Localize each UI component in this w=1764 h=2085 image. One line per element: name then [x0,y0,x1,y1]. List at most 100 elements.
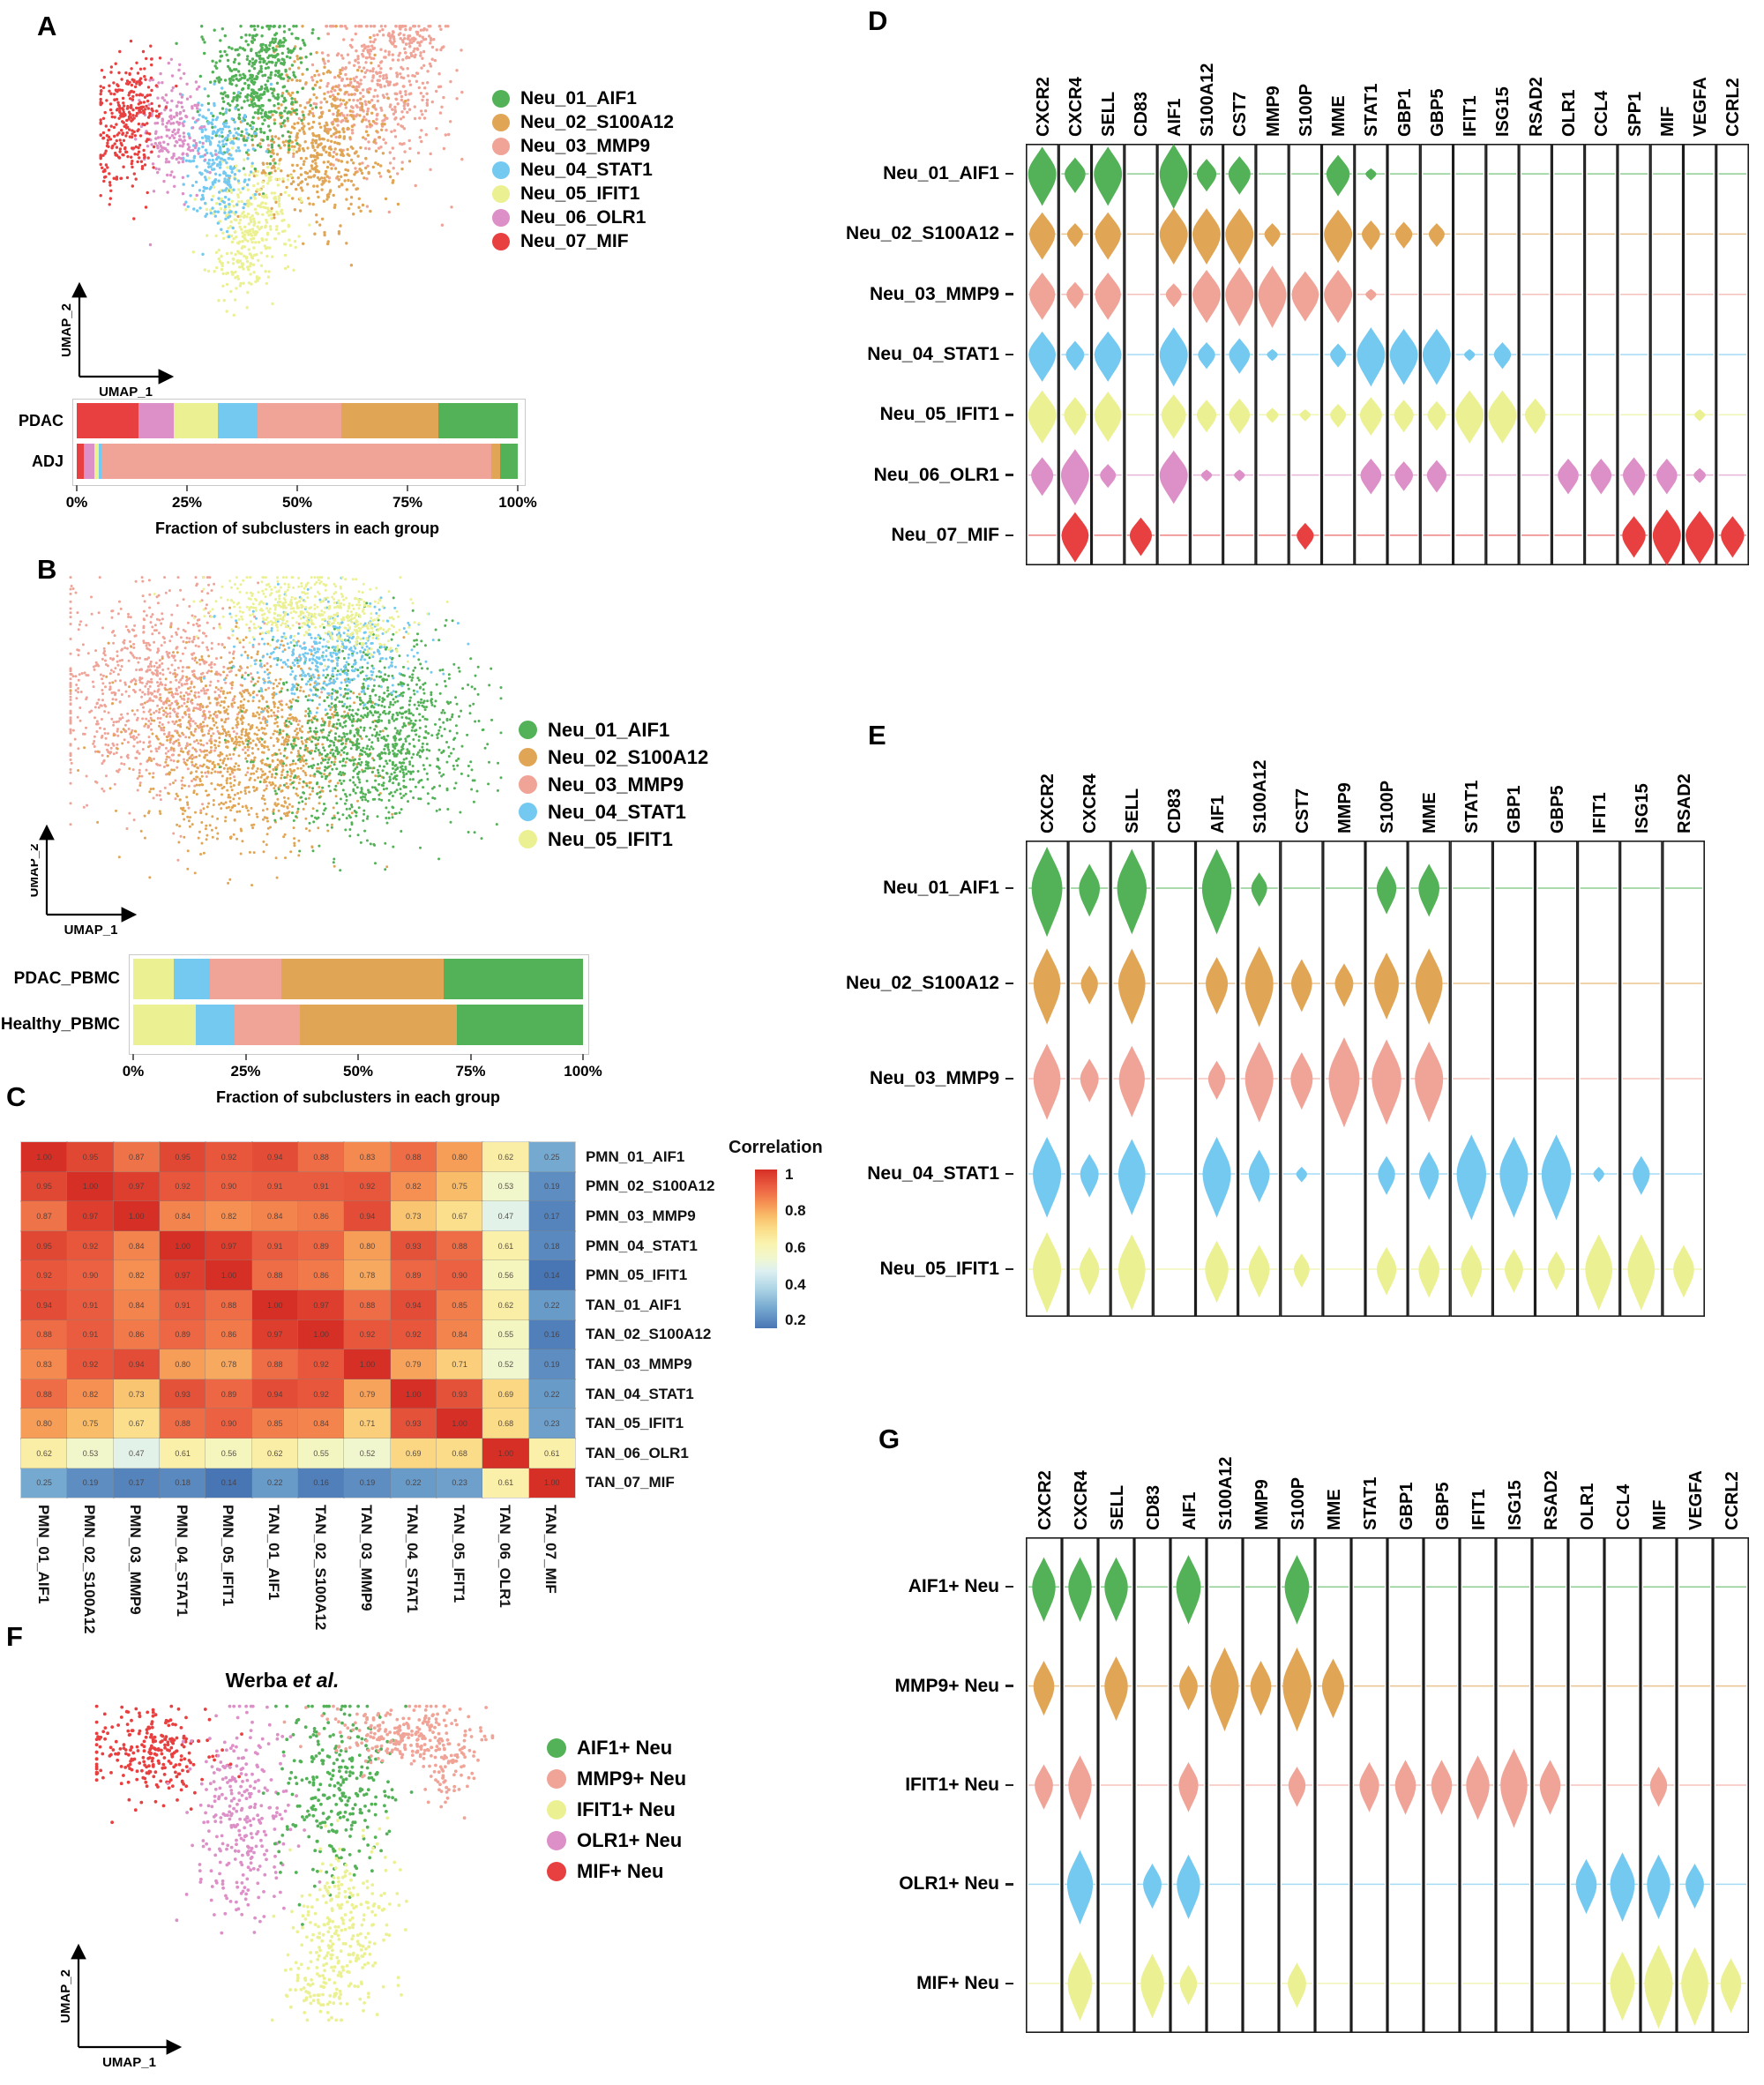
legend-item-Neu_05_IFIT1: Neu_05_IFIT1 [519,826,708,853]
violin-row-Neu_05_IFIT1 [1028,390,1746,444]
umap-ylabel: UMAP_2 [62,303,74,357]
violin-gene-label-ISG15: ISG15 [1632,783,1652,833]
heatmap-row-label: PMN_03_MMP9 [585,1207,696,1224]
legend-swatch [547,1799,566,1820]
violin-gene-label-CD83: CD83 [1165,788,1185,833]
bar-segment-Neu_03_MMP9 [234,1005,300,1045]
heatmap-cell: 0.17 [112,1467,161,1499]
violin-gene-label-MME: MME [1420,792,1440,833]
heatmap-col-label: TAN_03_MMP9 [357,1505,375,1611]
legend-label: AIF1+ Neu [577,1736,673,1759]
heatmap-cell: 0.91 [158,1289,207,1321]
bar-row-Healthy_PBMC [133,1005,583,1045]
bar-axis-tick [582,1054,584,1060]
legend-label: IFIT1+ Neu [577,1797,676,1820]
heatmap-cell: 0.95 [66,1141,115,1173]
bar-segment-Neu_04_STAT1 [196,1005,235,1045]
heatmap-cell: 0.14 [527,1259,576,1291]
heatmap-cell: 0.97 [296,1289,346,1321]
violin-gene-label-IFIT1: IFIT1 [1469,1489,1489,1530]
violin-row-Neu_05_IFIT1 [1028,1231,1702,1313]
panel-a-label: A [37,11,57,41]
heatmap-cell: 0.55 [296,1437,346,1469]
violinE-svg [1026,841,1706,1318]
bar-axis-tick-label: 0% [65,494,88,511]
heatmap-cell: 0.82 [205,1200,253,1232]
legend-item-AIF1+ Neu: AIF1+ Neu [547,1732,686,1763]
bar-group-label-PDAC_PBMC: PDAC_PBMC [13,969,120,988]
colorbar-tick-label: 0.8 [785,1201,806,1219]
row-tick [1005,1783,1013,1787]
heatmap-cell: 0.92 [19,1259,69,1291]
legend-label: OLR1+ Neu [577,1828,683,1851]
violin-row-Neu_04_STAT1 [1028,327,1746,387]
umap-ylabel: UMAP_2 [58,1969,73,2023]
violin-row-label-AIF1+ Neu: AIF1+ Neu [811,1537,1013,1636]
heatmap-cell: 0.97 [158,1259,207,1291]
legend-item-Neu_05_IFIT1: Neu_05_IFIT1 [492,182,674,206]
legend-item-IFIT1+ Neu: IFIT1+ Neu [547,1794,686,1825]
heatmap-cell: 0.18 [158,1467,207,1499]
heatmap-row-label: TAN_02_S100A12 [585,1326,712,1343]
heatmap-cell: 1.00 [296,1319,346,1351]
heatmap-col-label: PMN_05_IFIT1 [219,1505,236,1607]
heatmap-cell: 0.67 [112,1408,161,1439]
violin-row-Neu_02_S100A12 [1028,945,1702,1028]
bar-row-ADJ [77,444,518,479]
heatmap-cell: 1.00 [343,1349,392,1380]
bar-axis-tick [244,1054,247,1060]
umap-points-Neu_06_OLR1 [131,57,218,247]
panel-e-label: E [868,720,886,751]
violin-row-label-Neu_03_MMP9: Neu_03_MMP9 [811,265,1013,325]
heatmap-cell: 0.19 [527,1170,576,1203]
heatmap-cell: 0.73 [112,1378,161,1410]
bar-axis-tick [357,1054,359,1060]
legend-swatch [519,721,537,739]
violin-gene-label-RSAD2: RSAD2 [1541,1470,1561,1530]
bar-segment-Neu_05_IFIT1 [94,444,99,479]
bar-segment-Neu_01_AIF1 [457,1005,583,1045]
violin-row-label-OLR1+ Neu: OLR1+ Neu [811,1835,1013,1933]
bar-axis-tick-label: 25% [171,494,203,511]
row-tick [1005,1585,1013,1588]
violin-gene-label-MMP9: MMP9 [1334,782,1355,833]
legend-swatch [547,1738,566,1758]
umap-points-IFIT1+ Neu [270,1816,408,2022]
bar-axis-title: Fraction of subclusters in each group [154,519,440,537]
violin-gene-label-CCRL2: CCRL2 [1722,1471,1742,1530]
legend-label: Neu_04_STAT1 [520,159,653,180]
violin-gene-label-CXCR4: CXCR4 [1065,77,1086,137]
umap-points-Neu_04_STAT1 [203,576,470,723]
legend-swatch [492,113,510,131]
heatmap-cell: 1.00 [66,1170,115,1203]
violin-gene-label-S100A12: S100A12 [1198,63,1217,137]
heatmap-cell: 0.61 [482,1467,530,1499]
violin-row-MIF+ Neu [1028,1945,1746,2029]
bar-axis-tick-label: 0% [122,1063,145,1080]
heatmap-row-label: PMN_04_STAT1 [585,1237,698,1254]
heatmap-cell: 0.93 [389,1408,437,1439]
violin-row-label-IFIT1+ Neu: IFIT1+ Neu [811,1736,1013,1835]
bar-axis-tick-label: 100% [498,494,537,511]
violin-gene-label-GBP5: GBP5 [1427,88,1447,137]
panel-g-label: G [878,1424,901,1454]
heatmap-cell: 0.87 [112,1141,161,1173]
row-tick [1005,1077,1013,1080]
colorbar-tick-label: 0.4 [785,1275,806,1293]
heatmap-cell: 1.00 [435,1408,484,1439]
heatmap-cell: 0.62 [19,1437,69,1469]
bar-segment-Neu_04_STAT1 [173,959,210,999]
heatmap-cell: 0.92 [66,1229,115,1262]
row-tick [1005,233,1013,235]
row-tick [1005,886,1013,890]
heatmap-cell: 1.00 [482,1437,530,1469]
bar-group-label-Healthy_PBMC: Healthy_PBMC [0,1015,120,1034]
umap-points-MIF+ Neu [94,1704,243,1825]
bar-axis-tick [407,485,408,491]
legend-item-Neu_03_MMP9: Neu_03_MMP9 [519,771,708,798]
violin-row-MMP9+ Neu [1028,1647,1746,1732]
heatmap-cell: 1.00 [205,1259,253,1291]
heatmap-row-label: TAN_06_OLR1 [585,1444,689,1461]
violin-gene-label-MIF: MIF [1649,1499,1670,1530]
heatmap-cell: 0.85 [250,1408,299,1439]
